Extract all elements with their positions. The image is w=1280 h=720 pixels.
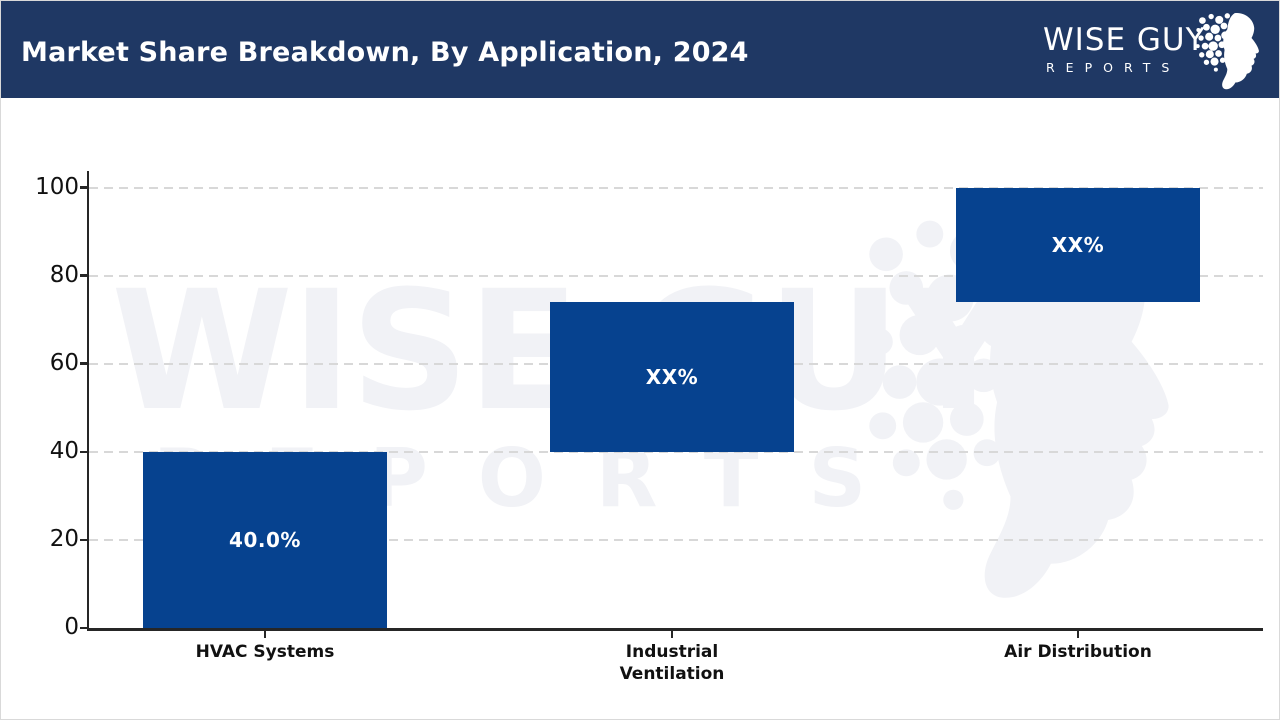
chart-title: Market Share Breakdown, By Application, … [21,37,749,68]
y-gridline [89,450,1263,453]
x-tick-mark [670,630,674,638]
x-category-label-line: Ventilation [619,664,725,684]
y-gridline [89,274,1263,277]
x-category-label: Air Distribution [918,641,1238,663]
y-tick-mark [80,626,89,630]
y-tick-label: 20 [49,525,79,552]
bar-segment: XX% [956,187,1200,303]
x-category-label: Industrial Ventilation [512,641,832,685]
y-tick-label: 60 [49,349,79,376]
brand-subtitle: REPORTS [1046,60,1181,75]
y-gridline [89,186,1263,189]
x-category-label: HVAC Systems [105,641,425,663]
y-tick-mark [80,450,89,454]
bar-segment: XX% [550,302,794,452]
bar-value-label: XX% [1051,232,1105,257]
x-category-label-line: Air Distribution [1004,642,1152,662]
x-tick-mark [263,630,267,638]
x-tick-mark [1076,630,1080,638]
y-tick-label: 0 [64,614,79,640]
bar-value-label: XX% [645,364,699,389]
y-gridline [89,538,1263,541]
brand-logo-text: WISE GUY REPORTS [1043,22,1206,76]
x-category-label-line: HVAC Systems [195,642,335,662]
y-tick-label: 40 [49,437,79,464]
y-tick-label: 80 [49,261,79,288]
y-tick-mark [80,538,89,542]
brand-name: WISE GUY [1043,22,1206,58]
header-bar: Market Share Breakdown, By Application, … [1,1,1279,98]
y-tick-mark [80,186,89,189]
brand-face-logo-icon [1195,12,1259,90]
x-axis-line [86,628,1263,631]
x-category-label-line: Industrial [625,642,719,662]
bar-segment: 40.0% [143,451,387,628]
bar-value-label: 40.0% [229,527,301,552]
brand-logo: WISE GUY REPORTS [1017,9,1267,93]
y-tick-mark [80,362,89,365]
y-axis-line [86,171,89,631]
y-tick-label: 100 [35,173,79,200]
y-tick-mark [80,274,89,277]
